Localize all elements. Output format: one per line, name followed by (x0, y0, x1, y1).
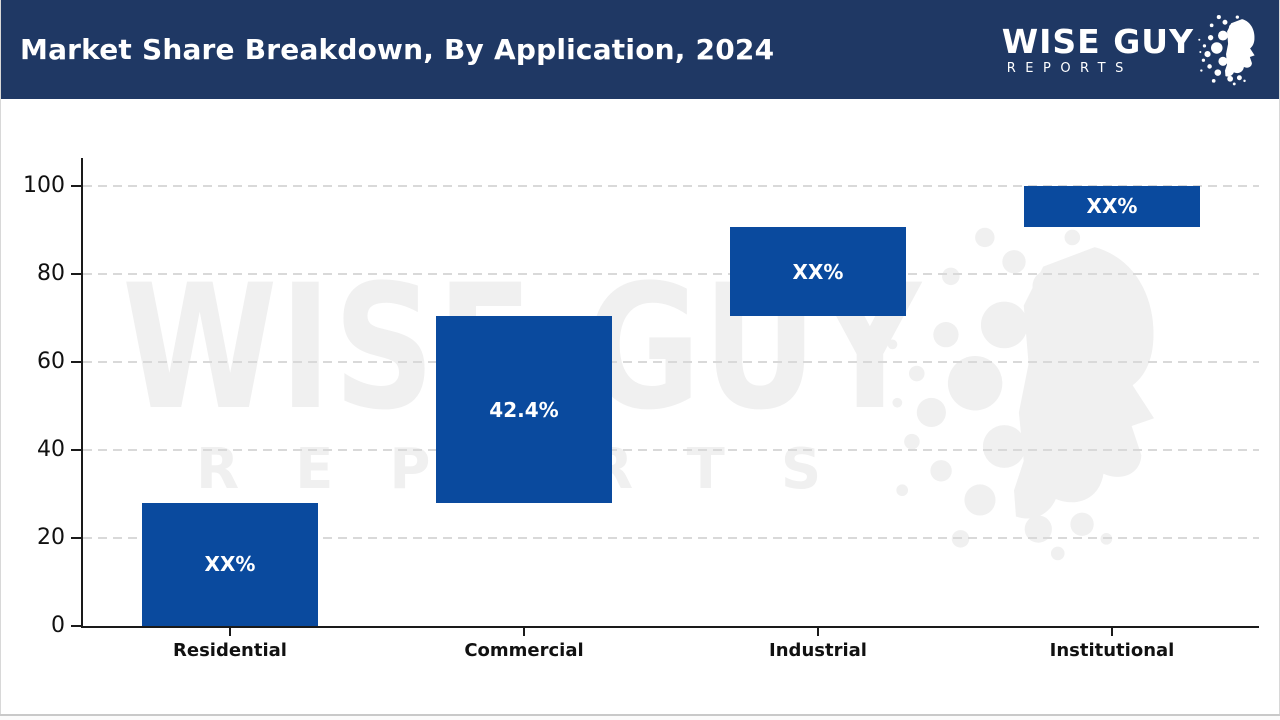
y-tick-mark (71, 537, 83, 539)
x-axis-line (81, 626, 1259, 628)
header-bar: Market Share Breakdown, By Application, … (0, 0, 1280, 99)
y-tick-mark (71, 185, 83, 187)
y-tick-mark (71, 625, 83, 627)
bar-value-label: XX% (204, 552, 256, 577)
y-tick-mark (71, 273, 83, 275)
y-tick-label: 0 (51, 613, 65, 638)
brand-logo-text: WISE GUY REPORTS (1002, 25, 1194, 75)
gridline-20 (83, 537, 1259, 539)
bar-value-label: XX% (1086, 194, 1138, 219)
bottom-border-line (0, 714, 1280, 716)
gridline-40 (83, 449, 1259, 451)
y-tick-label: 100 (23, 173, 65, 198)
x-category-label: Industrial (769, 640, 867, 661)
bar-value-label: XX% (792, 259, 844, 284)
y-tick-mark (71, 449, 83, 451)
y-tick-label: 40 (37, 437, 65, 462)
brand-face-icon (1198, 14, 1255, 85)
x-tick-mark (817, 628, 819, 636)
brand-name: WISE GUY (1001, 21, 1194, 61)
x-category-label: Residential (173, 640, 287, 661)
y-tick-label: 20 (37, 525, 65, 550)
bottom-margin (0, 716, 1280, 720)
y-tick-label: 60 (37, 349, 65, 374)
gridline-100 (83, 185, 1259, 187)
bar-commercial: 42.4% (436, 316, 612, 503)
gridline-60 (83, 361, 1259, 363)
y-axis-line (81, 158, 83, 628)
gridline-80 (83, 273, 1259, 275)
x-tick-mark (523, 628, 525, 636)
x-tick-mark (229, 628, 231, 636)
x-tick-mark (1111, 628, 1113, 636)
brand-tagline: REPORTS (1006, 60, 1133, 76)
brand-logo: WISE GUY REPORTS (1002, 13, 1258, 87)
x-category-label: Commercial (464, 640, 584, 661)
chart-title: Market Share Breakdown, By Application, … (20, 33, 775, 66)
x-category-label: Institutional (1049, 640, 1175, 661)
bar-residential: XX% (142, 502, 318, 626)
bar-value-label: 42.4% (489, 397, 559, 422)
bar-industrial: XX% (730, 226, 906, 317)
y-tick-mark (71, 361, 83, 363)
bar-institutional: XX% (1024, 186, 1200, 227)
y-tick-label: 80 (37, 261, 65, 286)
